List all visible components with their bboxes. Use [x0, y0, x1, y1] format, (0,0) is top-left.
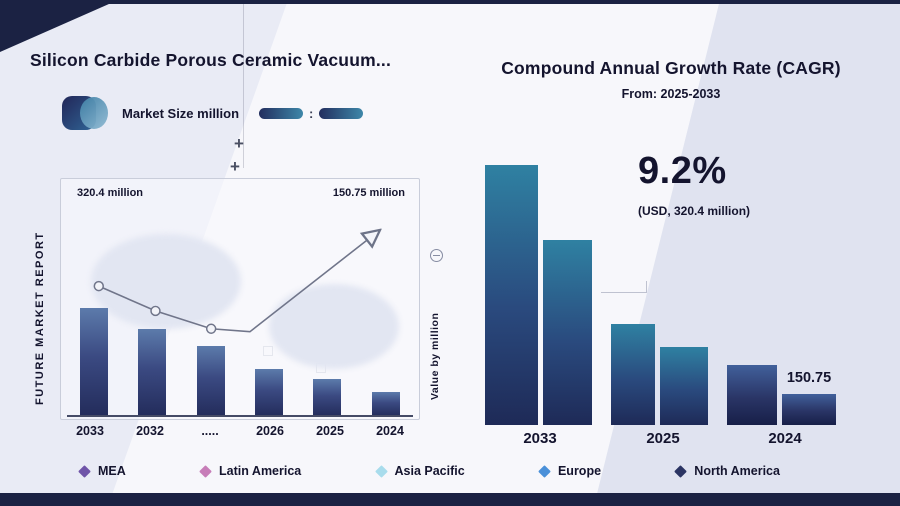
right-bar — [782, 393, 836, 425]
left-bar-2033 — [80, 308, 109, 416]
legend-item-label: Latin America — [219, 464, 302, 478]
legend-item-latin-america: Latin America — [199, 464, 302, 478]
gradient-pill — [259, 107, 304, 119]
right-bar-group-2024 — [727, 365, 836, 425]
top-accent-bar — [0, 0, 900, 4]
cagr-usd-note: (USD, 320.4 million) — [638, 203, 751, 218]
legend-pills: : — [259, 105, 364, 121]
left-xlabel: 2025 — [316, 424, 344, 438]
market-size-icon — [62, 96, 110, 130]
circle-icon — [430, 249, 443, 262]
market-size-legend: Market Size million : — [62, 94, 364, 132]
left-bar-2026 — [255, 368, 284, 416]
vertical-line-decoration — [243, 4, 244, 168]
right-bar-group-2033 — [485, 165, 592, 425]
x-axis-baseline — [67, 414, 413, 417]
market-size-legend-label: Market Size million — [122, 105, 240, 121]
diamond-icon — [674, 464, 688, 478]
plus-icon: + — [234, 134, 244, 153]
left-chart-xlabels: 2033 2032..... 2026 2025 2024 — [60, 424, 420, 438]
right-chart-xlabels: 2033 2025 2024 — [478, 430, 846, 450]
right-bar — [727, 365, 777, 425]
diamond-icon — [538, 464, 551, 478]
right-xlabel: 2025 — [646, 430, 680, 447]
left-xlabel: 2033 — [76, 424, 104, 438]
gradient-pill — [319, 107, 364, 119]
diamond-icon — [374, 464, 388, 478]
right-chart-groups — [478, 158, 846, 425]
left-xlabel: ..... — [201, 424, 219, 438]
legend-item-label: North America — [694, 464, 780, 478]
right-bar — [543, 240, 592, 425]
left-bar-2025 — [313, 379, 342, 416]
value-axis-label: Value by million — [429, 312, 441, 400]
pill-separator: : — [309, 105, 314, 121]
left-chart-bars — [65, 179, 415, 416]
right-xlabel: 2033 — [523, 430, 557, 447]
right-bar — [611, 323, 655, 425]
bracket-decoration — [601, 281, 647, 293]
diamond-icon — [78, 464, 91, 478]
background-blob — [91, 234, 241, 329]
left-xlabel: 2026 — [256, 424, 284, 438]
annotation-150-million: 150.75 million — [332, 187, 405, 199]
right-bar — [660, 347, 708, 425]
legend-item-label: Europe — [557, 464, 602, 478]
footer-legend: MEA Latin America Asia Pacific Europe North … — [78, 464, 780, 478]
legend-item-label: Asia Pacific — [394, 464, 465, 478]
right-header: Compound Annual Growth Rate (CAGR) From:… — [455, 58, 887, 101]
future-market-report-label: FUTURE MARKET REPORT — [34, 231, 46, 405]
trend-marker — [205, 323, 217, 334]
legend-item-label: MEA — [98, 464, 126, 478]
cagr-subtitle: From: 2025-2033 — [621, 87, 721, 101]
legend-item-europe: Europe — [538, 464, 602, 478]
trend-marker — [150, 305, 161, 317]
bottom-accent-bar — [0, 493, 900, 506]
left-xlabel: 2032 — [136, 424, 164, 438]
left-bar-..... — [196, 345, 225, 416]
legend-item-mea: MEA — [78, 464, 126, 478]
left-bar-2024 — [371, 392, 400, 416]
cagr-title: Compound Annual Growth Rate (CAGR) — [501, 58, 841, 78]
background-blob — [269, 284, 399, 369]
left-chart-title: Silicon Carbide Porous Ceramic Vacuum... — [30, 50, 392, 70]
diamond-icon — [199, 464, 212, 478]
left-bar-2032 — [138, 328, 167, 416]
right-bar-group-2025 — [611, 323, 708, 425]
trend-line — [98, 231, 379, 333]
right-xlabel: 2024 — [768, 430, 802, 447]
left-chart: 320.4 million 150.75 million — [60, 178, 420, 420]
legend-item-asia-pacific: Asia Pacific — [374, 464, 465, 478]
left-xlabel: 2024 — [376, 424, 404, 438]
trend-svg — [93, 179, 419, 334]
cagr-value-block: 9.2% (USD, 320.4 million) — [638, 150, 818, 218]
legend-item-north-america: North America — [674, 464, 780, 478]
right-bar — [485, 165, 538, 425]
trend-marker — [93, 280, 105, 292]
cagr-percentage: 9.2% — [638, 150, 727, 192]
plus-icon: + — [230, 157, 240, 176]
annotation-320-million: 320.4 million — [77, 187, 144, 199]
